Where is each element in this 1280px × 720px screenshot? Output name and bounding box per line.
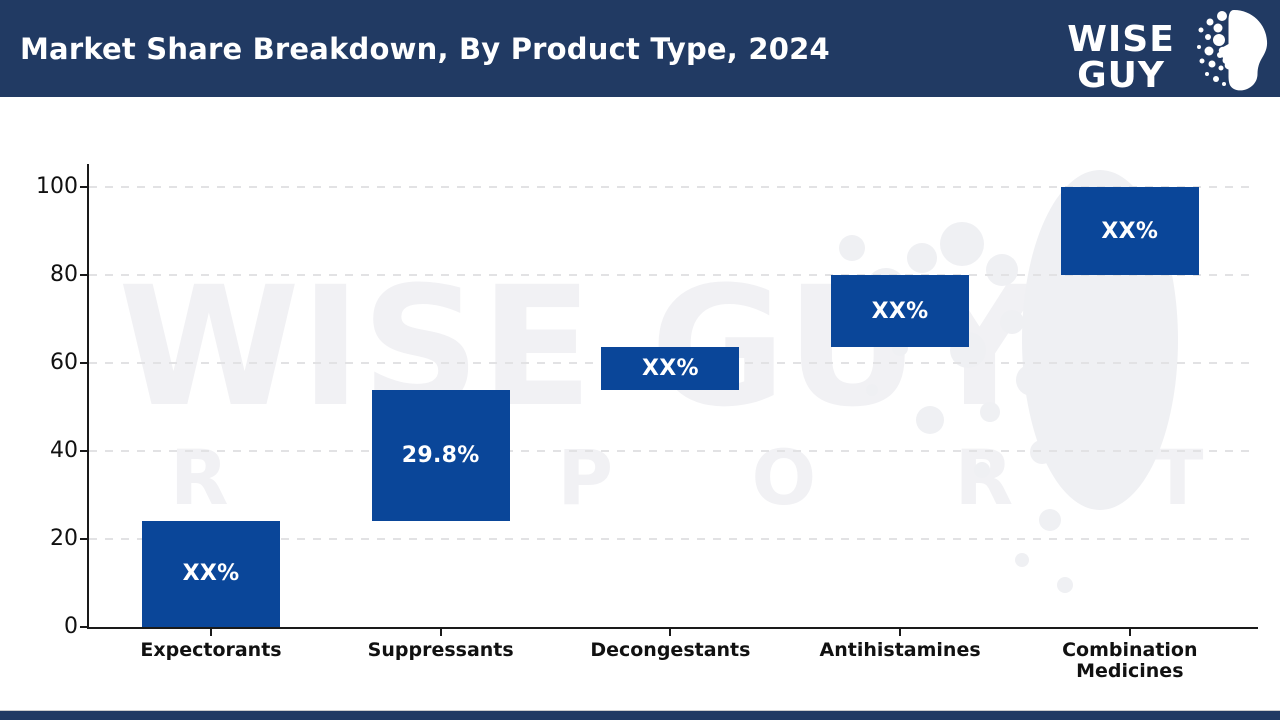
x-axis-tick-mark xyxy=(1128,629,1131,636)
gridline-y100 xyxy=(89,186,1253,188)
x-axis-category-label: Expectorants xyxy=(140,639,282,661)
x-axis-line xyxy=(87,627,1258,629)
x-axis-tick-mark xyxy=(669,629,672,636)
y-axis-tick-label: 40 xyxy=(50,438,78,463)
bar-value-label: XX% xyxy=(1101,218,1159,244)
x-axis-tick-mark xyxy=(439,629,442,636)
x-axis-category-label: Suppressants xyxy=(367,639,514,661)
y-axis-tick-label: 100 xyxy=(36,174,78,199)
waterfall-chart: 0 20 40 60 80 100 XX% Expectorants 29.8% Suppress… xyxy=(0,97,1280,711)
watermark-dot xyxy=(866,384,878,396)
watermark-dot xyxy=(1016,364,1048,396)
dotted-face-profile-icon xyxy=(1194,6,1272,98)
x-axis-category-label: Antihistamines xyxy=(819,639,981,661)
y-axis-line xyxy=(87,164,89,628)
y-axis-tick-label: 0 xyxy=(64,614,78,639)
y-axis-tick-mark xyxy=(80,186,88,188)
bar-segment: 29.8% xyxy=(371,389,510,521)
watermark-dot xyxy=(1015,553,1029,567)
bar-segment: XX% xyxy=(142,520,280,627)
y-axis-tick-label: 80 xyxy=(50,262,78,287)
bar-segment: XX% xyxy=(601,347,740,390)
y-axis-tick-mark xyxy=(80,626,88,628)
header-bar: Market Share Breakdown, By Product Type,… xyxy=(0,0,1280,111)
bar-value-label: XX% xyxy=(182,561,240,587)
wise-guy-reports-logo: WISE GUY REPORTS xyxy=(1032,4,1272,111)
bar-value-label: 29.8% xyxy=(401,442,480,468)
x-axis-category-label: Decongestants xyxy=(590,639,751,661)
logo-subtitle: REPORTS xyxy=(1064,96,1187,111)
watermark-dot xyxy=(907,243,937,273)
bar-segment: XX% xyxy=(1060,187,1199,275)
watermark-dot xyxy=(1039,509,1061,531)
bar-value-label: XX% xyxy=(641,355,699,381)
bar-value-label: XX% xyxy=(871,298,929,324)
watermark-dot xyxy=(1030,440,1054,464)
watermark-dot xyxy=(839,235,865,261)
watermark-dot xyxy=(916,406,944,434)
y-axis-tick-mark xyxy=(80,538,88,540)
watermark-dot xyxy=(1000,310,1024,334)
y-axis-tick-label: 20 xyxy=(50,526,78,551)
watermark-dot xyxy=(986,254,1018,286)
page-title: Market Share Breakdown, By Product Type,… xyxy=(20,31,830,66)
logo-wordmark: WISE GUY xyxy=(1067,19,1175,96)
x-axis-category-label: Combination Medicines xyxy=(1062,639,1198,682)
y-axis-tick-label: 60 xyxy=(50,350,78,375)
x-axis-tick-mark xyxy=(899,629,902,636)
watermark-dot xyxy=(940,222,984,266)
footer-bar xyxy=(0,710,1280,720)
gridline-y20 xyxy=(89,538,1253,540)
watermark-dot xyxy=(1057,577,1073,593)
logo-text: WISE GUY REPORTS xyxy=(1032,19,1210,112)
y-axis-tick-mark xyxy=(80,450,88,452)
gridline-y80 xyxy=(89,274,1253,276)
y-axis-tick-mark xyxy=(80,274,88,276)
bar-segment: XX% xyxy=(831,275,970,348)
y-axis-tick-mark xyxy=(80,362,88,364)
watermark-dot xyxy=(980,402,1000,422)
gridline-y40 xyxy=(89,450,1253,452)
watermark-dot xyxy=(974,462,990,478)
x-axis-tick-mark xyxy=(210,629,212,636)
